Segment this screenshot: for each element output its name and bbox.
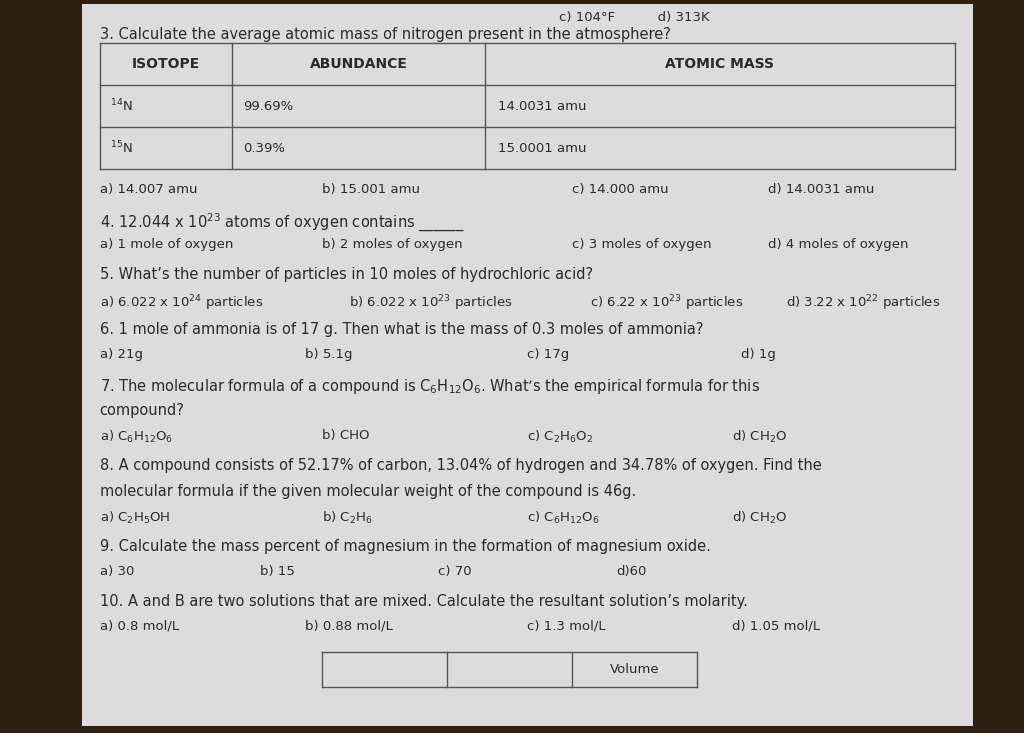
Text: a) 1 mole of oxygen: a) 1 mole of oxygen (99, 238, 233, 251)
Text: a) 0.8 mol/L: a) 0.8 mol/L (99, 619, 179, 633)
Text: d) 4 moles of oxygen: d) 4 moles of oxygen (768, 238, 908, 251)
Text: d) 14.0031 amu: d) 14.0031 amu (768, 183, 874, 196)
Text: a) 14.007 amu: a) 14.007 amu (99, 183, 198, 196)
Text: c) 6.22 x 10$^{23}$ particles: c) 6.22 x 10$^{23}$ particles (590, 293, 743, 313)
Text: 9. Calculate the mass percent of magnesium in the formation of magnesium oxide.: 9. Calculate the mass percent of magnesi… (99, 539, 711, 553)
Text: b) 2 moles of oxygen: b) 2 moles of oxygen (323, 238, 463, 251)
Text: 6. 1 mole of ammonia is of 17 g. Then what is the mass of 0.3 moles of ammonia?: 6. 1 mole of ammonia is of 17 g. Then wh… (99, 322, 703, 337)
Text: b) CHO: b) CHO (323, 429, 370, 442)
Text: b) 15: b) 15 (260, 564, 295, 578)
Text: 0.39%: 0.39% (243, 141, 285, 155)
Text: compound?: compound? (99, 403, 184, 418)
Text: 4. 12.044 x 10$^{23}$ atoms of oxygen contains ______: 4. 12.044 x 10$^{23}$ atoms of oxygen co… (99, 213, 464, 235)
Text: b) C$_2$H$_6$: b) C$_2$H$_6$ (323, 509, 373, 526)
Text: $^{14}$N: $^{14}$N (111, 98, 133, 114)
Text: c) 1.3 mol/L: c) 1.3 mol/L (527, 619, 606, 633)
Text: 7. The molecular formula of a compound is C$_6$H$_{12}$O$_6$. What’s the empiric: 7. The molecular formula of a compound i… (99, 377, 760, 396)
Text: b) 6.022 x 10$^{23}$ particles: b) 6.022 x 10$^{23}$ particles (349, 293, 513, 313)
Text: a) 6.022 x 10$^{24}$ particles: a) 6.022 x 10$^{24}$ particles (99, 293, 263, 313)
Text: d) CH$_2$O: d) CH$_2$O (732, 509, 787, 526)
Text: c) 17g: c) 17g (527, 348, 569, 361)
Text: a) 30: a) 30 (99, 564, 134, 578)
Text: molecular formula if the given molecular weight of the compound is 46g.: molecular formula if the given molecular… (99, 484, 636, 498)
Text: ABUNDANCE: ABUNDANCE (309, 57, 408, 71)
Text: b) 15.001 amu: b) 15.001 amu (323, 183, 421, 196)
Text: c) 104°F          d) 313K: c) 104°F d) 313K (559, 11, 710, 24)
Text: ISOTOPE: ISOTOPE (132, 57, 200, 71)
Text: $^{15}$N: $^{15}$N (111, 140, 133, 156)
Text: c) 14.000 amu: c) 14.000 amu (571, 183, 669, 196)
Text: 10. A and B are two solutions that are mixed. Calculate the resultant solution’s: 10. A and B are two solutions that are m… (99, 594, 748, 608)
Text: a) 21g: a) 21g (99, 348, 142, 361)
Text: 14.0031 amu: 14.0031 amu (498, 100, 587, 113)
Text: 5. What’s the number of particles in 10 moles of hydrochloric acid?: 5. What’s the number of particles in 10 … (99, 268, 593, 282)
Text: d) 3.22 x 10$^{22}$ particles: d) 3.22 x 10$^{22}$ particles (785, 293, 940, 313)
Text: 3. Calculate the average atomic mass of nitrogen present in the atmosphere?: 3. Calculate the average atomic mass of … (99, 27, 671, 42)
Text: Volume: Volume (609, 663, 659, 676)
Text: a) C$_6$H$_{12}$O$_6$: a) C$_6$H$_{12}$O$_6$ (99, 429, 173, 445)
Text: c) C$_2$H$_6$O$_2$: c) C$_2$H$_6$O$_2$ (527, 429, 594, 445)
Text: c) 3 moles of oxygen: c) 3 moles of oxygen (571, 238, 712, 251)
Text: 8. A compound consists of 52.17% of carbon, 13.04% of hydrogen and 34.78% of oxy: 8. A compound consists of 52.17% of carb… (99, 458, 821, 473)
Text: c) 70: c) 70 (438, 564, 472, 578)
Text: c) C$_6$H$_{12}$O$_6$: c) C$_6$H$_{12}$O$_6$ (527, 509, 600, 526)
Text: d) CH$_2$O: d) CH$_2$O (732, 429, 787, 445)
Text: 15.0001 amu: 15.0001 amu (498, 141, 587, 155)
Text: b) 0.88 mol/L: b) 0.88 mol/L (305, 619, 392, 633)
Text: ATOMIC MASS: ATOMIC MASS (666, 57, 774, 71)
Text: b) 5.1g: b) 5.1g (305, 348, 352, 361)
Text: a) C$_2$H$_5$OH: a) C$_2$H$_5$OH (99, 509, 170, 526)
FancyBboxPatch shape (82, 4, 973, 726)
Text: 99.69%: 99.69% (243, 100, 293, 113)
Text: d) 1.05 mol/L: d) 1.05 mol/L (732, 619, 820, 633)
Text: d)60: d)60 (616, 564, 647, 578)
Text: d) 1g: d) 1g (741, 348, 776, 361)
